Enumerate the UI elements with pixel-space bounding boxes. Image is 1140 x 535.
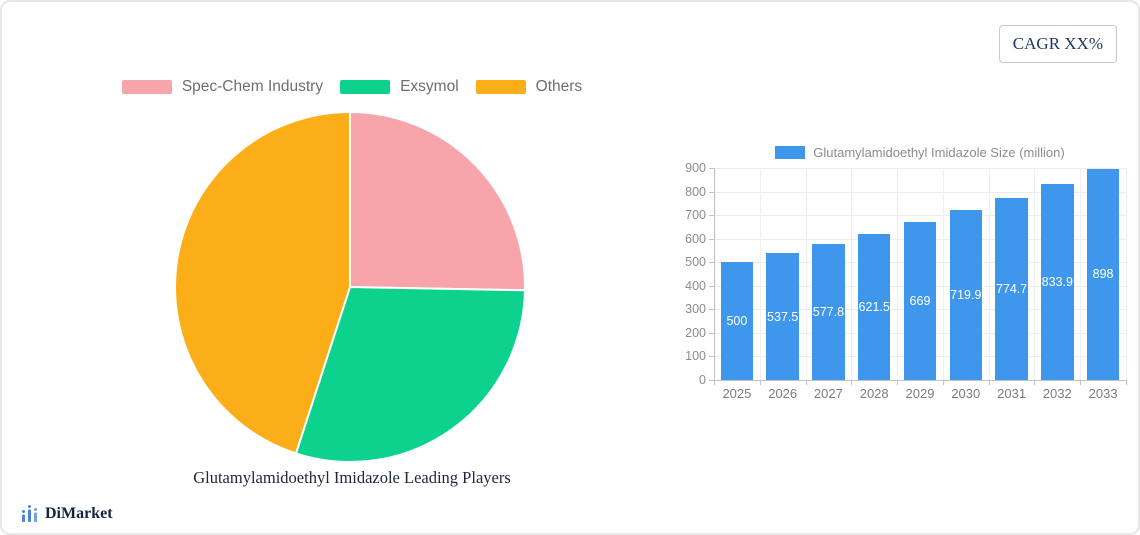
gridline-horizontal [714,168,1126,169]
y-axis-tick [709,285,714,287]
x-axis-tick [714,380,715,385]
cagr-badge: CAGR XX% [998,25,1117,63]
y-axis-tick [709,262,714,264]
y-axis-label: 600 [685,231,706,246]
x-axis-label: 2033 [1088,386,1118,401]
bar-legend-row: Glutamylamidoethyl Imidazole Size (milli… [714,145,1126,160]
bar-chart-logo-icon [22,505,37,522]
x-axis-tick [988,380,990,385]
y-axis-line [714,168,715,380]
gridline-vertical [851,168,853,380]
pie-legend-item-spec-chem-industry[interactable]: Spec-Chem Industry [121,78,324,96]
y-axis-tick [709,168,714,169]
pie-slice-exsymol [294,286,526,463]
dimarket-logo: DiMarket [21,505,113,522]
gridline-vertical [988,168,990,380]
gridline-horizontal [714,191,1126,193]
x-axis-tick [851,380,853,385]
bar-2025: 500 [720,262,754,380]
y-axis-label: 800 [685,184,706,199]
y-axis-tick [709,191,714,193]
logo-text: DiMarket [45,505,113,522]
x-axis-tick [1034,380,1036,385]
legend-swatch [775,146,806,159]
bar-value-label: 500 [726,314,748,329]
x-axis-label: 2032 [1042,386,1072,401]
pie-slice-spec-chem-industry [349,111,526,292]
y-axis-tick [709,356,714,358]
y-axis-label: 100 [685,349,706,364]
legend-swatch [475,80,526,94]
x-axis-label: 2028 [859,386,889,401]
pie-legend: Spec-Chem Industry Exsymol Others [2,78,702,96]
y-axis-label: 0 [699,373,706,387]
bar-2033: 898 [1086,168,1120,380]
bar-2031: 774.7 [995,197,1028,380]
gridline-vertical [1034,168,1036,380]
bar-value-label: 621.5 [858,299,890,314]
bar-value-label: 719.9 [950,288,982,303]
bar-legend-label: Glutamylamidoethyl Imidazole Size (milli… [813,145,1065,160]
x-axis-tick [942,380,944,385]
gridline-horizontal [714,215,1126,217]
y-axis-label: 400 [685,278,706,293]
gridline-vertical [759,168,761,380]
gridline-vertical [1126,168,1127,380]
gridline-vertical [942,168,944,380]
bar-value-label: 898 [1092,267,1114,282]
legend-label: Spec-Chem Industry [181,78,324,95]
x-axis-label: 2029 [905,386,935,401]
gridline-vertical [1080,168,1082,380]
legend-swatch [340,80,391,94]
pie-chart-section: Spec-Chem Industry Exsymol Others Glutamyl… [2,2,702,533]
x-axis-tick [759,380,761,385]
x-axis-tick [805,380,807,385]
y-axis-tick [709,380,714,381]
bar-2026: 537.5 [766,253,799,380]
pie-legend-item-exsymol[interactable]: Exsymol [340,78,459,96]
y-axis-label: 300 [685,302,706,317]
pie-legend-item-others[interactable]: Others [475,78,583,96]
bar-value-label: 669 [909,294,931,309]
bar-value-label: 537.5 [767,309,799,324]
y-axis-label: 500 [685,255,706,270]
x-axis-tick [1080,380,1082,385]
y-axis-label: 700 [685,208,706,223]
bar-2032: 833.9 [1041,183,1074,380]
x-axis-label: 2025 [722,386,752,401]
gridline-horizontal [714,380,1126,381]
x-axis-label: 2030 [951,386,981,401]
legend-label: Others [535,78,583,95]
y-axis-tick [709,215,714,217]
gridline-vertical [805,168,807,380]
bar-2027: 577.8 [812,243,845,380]
bar-legend-item[interactable]: Glutamylamidoethyl Imidazole Size (milli… [775,145,1065,160]
gridline-vertical [897,168,899,380]
y-axis-tick [709,332,714,334]
y-axis-tick [709,309,714,311]
bar-value-label: 577.8 [812,304,845,319]
bar-chart-section: Glutamylamidoethyl Imidazole Size (milli… [678,145,1138,401]
pie-chart-title: Glutamylamidoethyl Imidazole Leading Pla… [193,468,511,487]
y-axis-label: 200 [685,325,706,340]
bar-plot-area: 0 100 200 300 400 500 600 700 800 900 500 2025 537.5… [685,161,1127,401]
bar-2030: 719.9 [949,210,983,380]
pie-slice-others [174,111,351,455]
bar-2029: 669 [903,222,937,380]
bar-2028: 621.5 [857,233,891,380]
x-axis-label: 2031 [997,386,1027,401]
y-axis-label: 900 [685,161,706,175]
bar-value-label: 774.7 [995,281,1028,296]
legend-label: Exsymol [400,78,459,95]
legend-swatch [121,80,172,94]
x-axis-tick [897,380,899,385]
x-axis-label: 2026 [768,386,798,401]
x-axis-label: 2027 [813,386,843,401]
pie-chart [174,111,526,463]
y-axis-tick [709,238,714,240]
x-axis-tick [1126,380,1127,385]
bar-value-label: 833.9 [1041,274,1073,289]
